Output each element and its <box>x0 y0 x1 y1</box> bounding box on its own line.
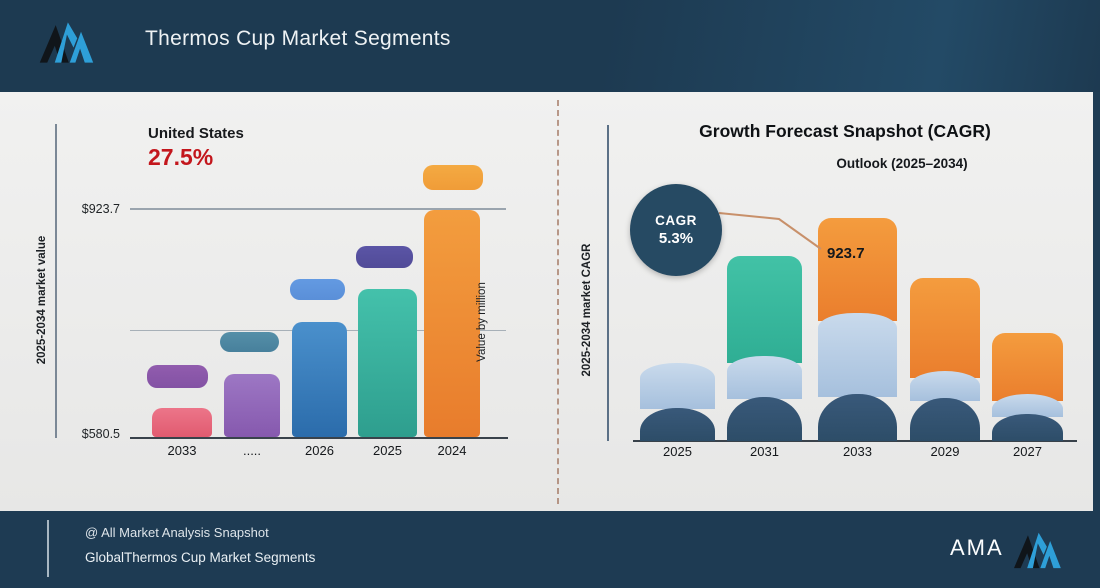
left-x-axis-line <box>130 437 508 439</box>
left-chart-share-value: 27.5% <box>148 144 214 170</box>
left-ytick-bottom: $580.5 <box>81 427 120 441</box>
left-ytick-top: $923.7 <box>81 202 120 216</box>
page-title: Thermos Cup Market Segments <box>145 27 451 50</box>
ama-logo-icon <box>39 22 94 63</box>
header: Thermos Cup Market Segments <box>0 0 1100 92</box>
left-gridline-top <box>130 208 506 210</box>
left-gridline-mid <box>130 330 506 331</box>
right-y-axis-title: 2025-2034 market CAGR <box>581 243 593 377</box>
right-bar-annotation: 923.7 <box>827 245 865 262</box>
panel-divider <box>557 100 559 504</box>
right-chart-subtitle: Outlook (2025–2034) <box>836 156 968 171</box>
left-y-axis-line <box>55 124 57 438</box>
footer-brand-text: AMA <box>950 535 1004 560</box>
left-y-axis-title: 2025-2034 market value <box>36 235 48 365</box>
cagr-badge: CAGR 5.3% <box>630 184 722 276</box>
unit-label: Value by million <box>476 282 488 362</box>
right-x-axis-line <box>633 440 1077 442</box>
cagr-badge-label: CAGR <box>655 213 697 228</box>
cagr-badge-value: 5.3% <box>658 230 694 247</box>
ama-logo-footer-icon <box>1014 532 1061 569</box>
right-y-axis-line <box>607 125 609 441</box>
footer: @ All Market Analysis Snapshot GlobalThe… <box>0 511 1100 588</box>
footer-source-line: @ All Market Analysis Snapshot <box>85 525 269 540</box>
left-chart-country-label: United States <box>148 125 244 142</box>
footer-divider-bar <box>47 520 49 577</box>
right-chart-title: Growth Forecast Snapshot (CAGR) <box>699 121 991 141</box>
footer-report-line: GlobalThermos Cup Market Segments <box>85 550 316 565</box>
